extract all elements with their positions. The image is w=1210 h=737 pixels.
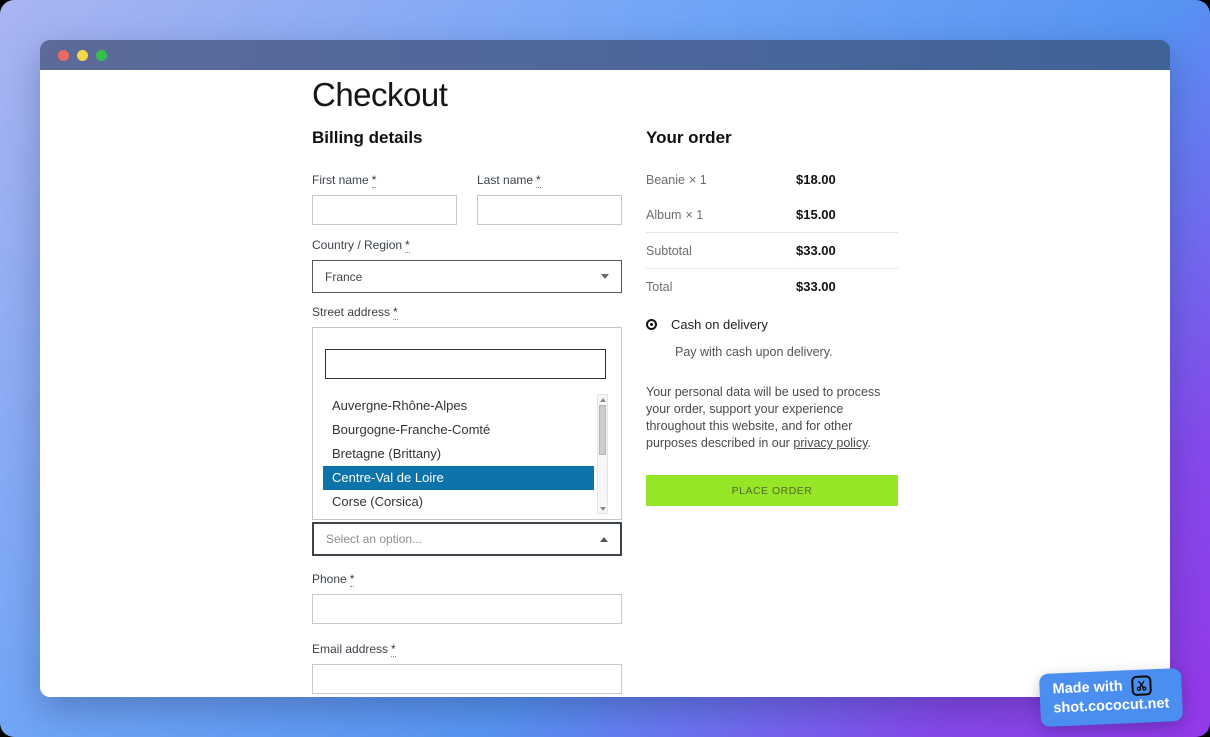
first-name-input[interactable]	[312, 195, 457, 225]
state-select[interactable]: Select an option...	[312, 522, 622, 556]
state-option[interactable]: Centre-Val de Loire	[323, 466, 594, 490]
country-label: Country / Region *	[312, 238, 410, 253]
product-name: Album	[646, 208, 682, 222]
minimize-window-button[interactable]	[77, 49, 88, 61]
close-window-button[interactable]	[58, 49, 69, 61]
email-input[interactable]	[312, 664, 622, 694]
triangle-up-icon	[599, 397, 606, 402]
country-select[interactable]: France	[312, 260, 622, 293]
payment-method-description: Pay with cash upon delivery.	[675, 345, 833, 359]
badge-made-with-text: Made with	[1052, 678, 1123, 698]
state-option[interactable]: Auvergne-Rhône-Alpes	[332, 398, 468, 413]
scrollbar-up-arrow[interactable]	[598, 395, 607, 404]
order-heading: Your order	[646, 128, 732, 147]
product-qty: × 1	[688, 173, 707, 187]
billing-details-section: Billing details First name * Last name *	[312, 128, 622, 694]
phone-input[interactable]	[312, 594, 622, 624]
privacy-policy-link[interactable]: privacy policy	[793, 436, 868, 450]
scrollbar[interactable]	[597, 394, 608, 514]
first-name-label: First name *	[312, 173, 377, 188]
triangle-down-icon	[599, 506, 606, 511]
required-asterisk: *	[536, 173, 541, 188]
payment-methods: Cash on delivery Pay with cash upon deli…	[646, 317, 898, 359]
browser-window: Checkout Billing details First name * Las…	[40, 40, 1170, 697]
required-asterisk: *	[371, 173, 377, 188]
checkout-content: Checkout Billing details First name * Las…	[312, 70, 898, 694]
subtotal-row: Subtotal $33.00	[646, 233, 898, 269]
last-name-label: Last name *	[477, 173, 541, 188]
required-asterisk: *	[349, 572, 355, 587]
required-asterisk: *	[393, 305, 398, 320]
total-row: Total $33.00	[646, 269, 898, 304]
product-name: Beanie	[646, 173, 685, 187]
product-price: $15.00	[796, 207, 836, 222]
state-option[interactable]: Bretagne (Brittany)	[332, 446, 442, 461]
phone-label: Phone *	[312, 572, 355, 587]
required-asterisk: *	[405, 238, 410, 253]
product-qty: × 1	[685, 208, 704, 222]
browser-titlebar	[40, 40, 1170, 70]
order-item-row: Beanie × 1 $18.00	[646, 162, 898, 197]
state-options-list: Auvergne-Rhône-Alpes Bourgogne-Franche-C…	[323, 394, 608, 514]
state-select-placeholder: Select an option...	[326, 532, 423, 546]
payment-method-cash-on-delivery[interactable]: Cash on delivery	[646, 317, 898, 332]
privacy-notice: Your personal data will be used to proce…	[646, 385, 881, 450]
state-dropdown-panel: Auvergne-Rhône-Alpes Bourgogne-Franche-C…	[312, 327, 622, 520]
badge-site-text: shot.cococut.net	[1053, 695, 1170, 717]
total-value: $33.00	[796, 279, 836, 294]
checkout-page: Checkout Billing details First name * Las…	[40, 70, 1170, 697]
state-option[interactable]: Corse (Corsica)	[332, 494, 424, 509]
order-item-row: Album × 1 $15.00	[646, 197, 898, 233]
country-select-value: France	[325, 269, 363, 284]
total-label: Total	[646, 280, 673, 294]
product-price: $18.00	[796, 172, 836, 187]
place-order-button[interactable]: PLACE ORDER	[646, 475, 898, 506]
scrollbar-down-arrow[interactable]	[598, 504, 607, 513]
billing-heading: Billing details	[312, 128, 423, 147]
chevron-up-icon	[600, 536, 608, 542]
required-asterisk: *	[391, 642, 396, 657]
scissors-icon	[1131, 675, 1153, 697]
subtotal-label: Subtotal	[646, 244, 692, 258]
order-summary-section: Your order Beanie × 1 $18.00 Album × 1 $15…	[646, 128, 898, 506]
page-title: Checkout	[312, 76, 448, 113]
scrollbar-thumb[interactable]	[599, 405, 606, 455]
state-search-input[interactable]	[325, 349, 606, 379]
radio-selected-icon[interactable]	[646, 319, 657, 330]
maximize-window-button[interactable]	[96, 49, 107, 61]
email-label: Email address *	[312, 642, 396, 657]
last-name-input[interactable]	[477, 195, 622, 225]
subtotal-value: $33.00	[796, 243, 836, 258]
street-address-label: Street address *	[312, 305, 398, 320]
state-option[interactable]: Bourgogne-Franche-Comté	[332, 422, 491, 437]
chevron-down-icon	[601, 274, 609, 279]
payment-method-label: Cash on delivery	[671, 317, 768, 332]
watermark-badge[interactable]: Made with shot.cococut.net	[1038, 668, 1184, 728]
